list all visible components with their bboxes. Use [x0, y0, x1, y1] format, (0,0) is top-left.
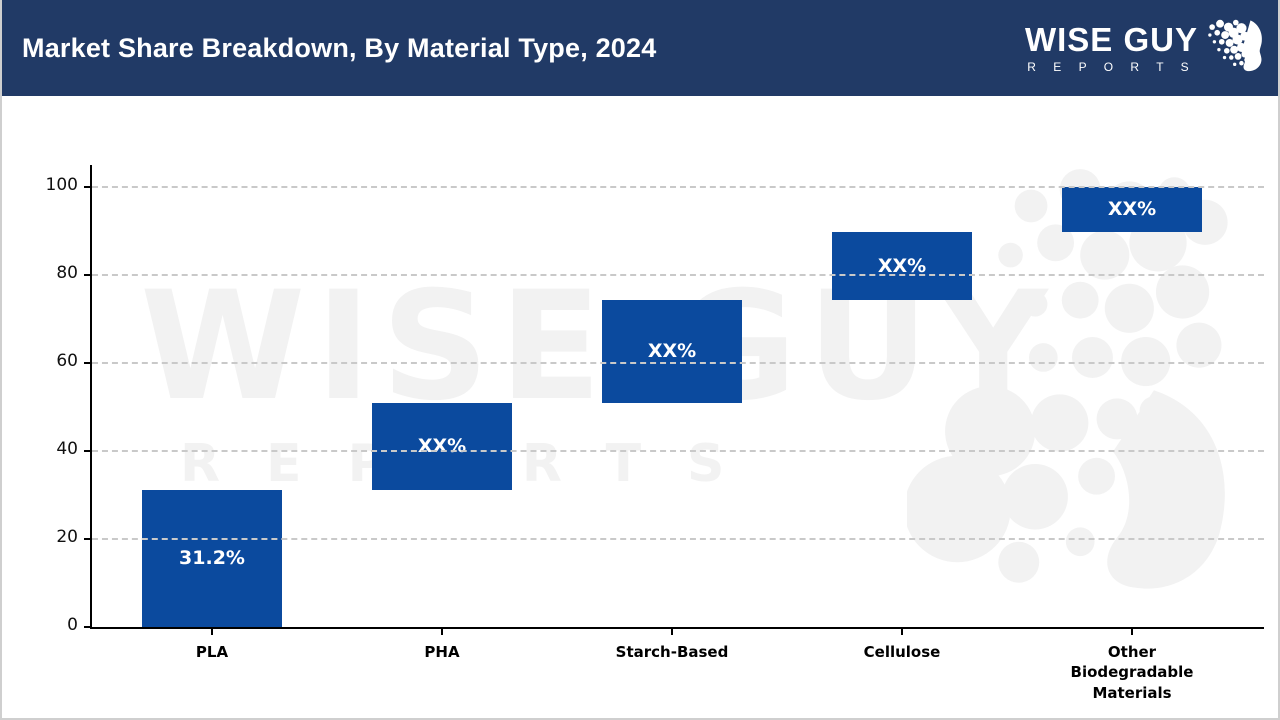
y-tick-mark [84, 362, 92, 364]
category-label: Other Biodegradable Materials [1070, 643, 1194, 702]
bar-pla: 31.2% [142, 489, 282, 627]
category-label: Starch-Based [615, 643, 729, 661]
bar-starch-based: XX% [602, 299, 742, 403]
y-axis-line [90, 165, 92, 629]
bar-value-label: XX% [1107, 198, 1157, 221]
category-label: PLA [195, 643, 229, 661]
category-label: Cellulose [863, 643, 941, 661]
page-title: Market Share Breakdown, By Material Type… [22, 32, 657, 63]
wise-guy-logo: WISE GUY R E P O R T S [1025, 6, 1264, 90]
y-tick-label: 100 [45, 175, 78, 195]
gridline-60 [92, 362, 1264, 364]
y-tick-label: 60 [56, 351, 78, 371]
bar-value-label: XX% [647, 340, 697, 363]
y-tick-mark [84, 450, 92, 452]
header-bar: Market Share Breakdown, By Material Type… [2, 0, 1278, 96]
bar-value-label: XX% [417, 435, 467, 458]
bar-cellulose: XX% [832, 231, 972, 300]
bar-pha: XX% [372, 402, 512, 490]
y-tick-mark [84, 186, 92, 188]
gridline-40 [92, 450, 1264, 452]
bar-other-biodegradable-materials: XX% [1062, 187, 1202, 232]
y-tick-mark [84, 538, 92, 540]
x-axis-line [90, 627, 1264, 629]
x-tick-mark [901, 627, 903, 635]
logo-text: WISE GUY R E P O R T S [1025, 23, 1198, 73]
x-tick-mark [671, 627, 673, 635]
gridline-100 [92, 186, 1264, 188]
x-tick-mark [441, 627, 443, 635]
logo-face-icon [1202, 6, 1264, 90]
y-tick-mark [84, 274, 92, 276]
logo-subtitle: R E P O R T S [1027, 60, 1196, 74]
y-tick-label: 20 [56, 527, 78, 547]
y-tick-label: 80 [56, 263, 78, 283]
x-tick-mark [211, 627, 213, 635]
y-tick-mark [84, 626, 92, 628]
bar-value-label: 31.2% [179, 547, 245, 570]
y-tick-label: 40 [56, 439, 78, 459]
category-label: PHA [424, 643, 460, 661]
logo-name: WISE GUY [1024, 21, 1198, 58]
gridline-80 [92, 274, 1264, 276]
gridline-20 [92, 538, 1264, 540]
x-tick-mark [1131, 627, 1133, 635]
bar-value-label: XX% [877, 254, 927, 277]
y-tick-label: 0 [67, 615, 78, 635]
